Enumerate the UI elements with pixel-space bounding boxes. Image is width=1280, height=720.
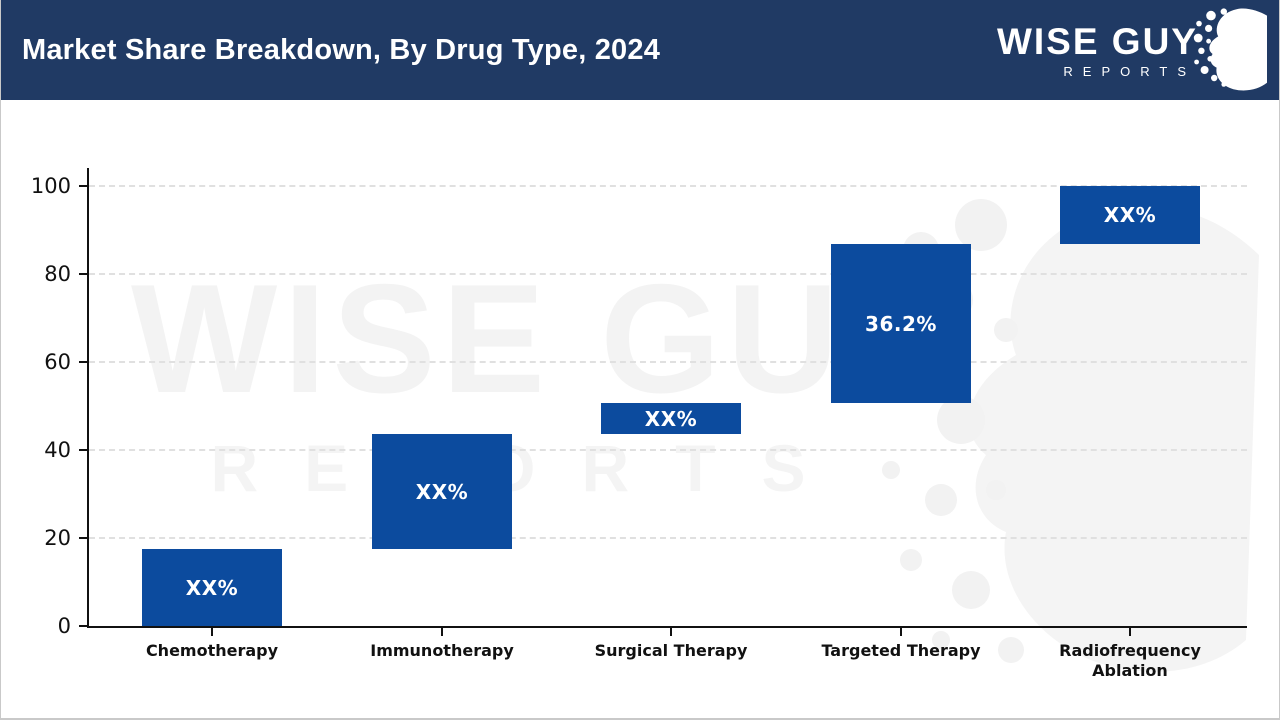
y-axis-label-0: 0 [57, 614, 71, 638]
gridline-40 [89, 449, 1247, 451]
y-axis-label-100: 100 [30, 174, 71, 198]
x-axis-tick-2 [670, 628, 672, 636]
y-axis-tick-80 [79, 273, 87, 275]
y-axis-label-80: 80 [44, 262, 71, 286]
bar-chemotherapy: XX% [142, 549, 282, 626]
brand-name: WISE GUY [996, 20, 1198, 62]
gridline-80 [89, 273, 1247, 275]
bar-value-label: XX% [644, 406, 698, 431]
bar-value-label: XX% [415, 479, 469, 504]
x-axis-label-4: Radiofrequency Ablation [1059, 641, 1201, 680]
y-axis-label-20: 20 [44, 526, 71, 550]
x-axis-tick-3 [900, 628, 902, 636]
x-axis-tick-0 [211, 628, 213, 636]
gridline-100 [89, 185, 1247, 187]
brand-logo: WISE GUY REPORTS [997, 6, 1270, 94]
bar-value-label: XX% [1103, 203, 1157, 228]
y-axis-tick-60 [79, 361, 87, 363]
bar-value-label: XX% [185, 575, 239, 600]
y-axis-line [87, 168, 89, 628]
x-axis-label-1: Immunotherapy [370, 641, 514, 660]
x-axis-label-3: Targeted Therapy [821, 641, 981, 660]
gridline-20 [89, 537, 1247, 539]
x-axis-line [87, 626, 1247, 628]
bar-value-label: 36.2% [865, 311, 937, 336]
chart-title: Market Share Breakdown, By Drug Type, 20… [22, 33, 661, 66]
bar-surgical-therapy: XX% [601, 403, 741, 435]
bar-targeted-therapy: 36.2% [831, 244, 971, 404]
bar-immunotherapy: XX% [372, 434, 512, 550]
brand-subtitle: REPORTS [1063, 63, 1196, 79]
header-bar: Market Share Breakdown, By Drug Type, 20… [1, 0, 1279, 100]
x-axis-label-0: Chemotherapy [145, 641, 279, 660]
brand-face-icon [1193, 8, 1267, 91]
y-axis-tick-20 [79, 537, 87, 539]
y-axis-tick-40 [79, 449, 87, 451]
y-axis-label-40: 40 [44, 438, 71, 462]
y-axis-label-60: 60 [44, 350, 71, 374]
bar-radiofrequency-ablation: XX% [1060, 186, 1200, 245]
x-axis-tick-1 [441, 628, 443, 636]
gridline-60 [89, 361, 1247, 363]
y-axis-tick-0 [79, 625, 87, 627]
y-axis-tick-100 [79, 185, 87, 187]
brand-text: WISE GUY REPORTS [996, 20, 1198, 79]
x-axis-label-2: Surgical Therapy [594, 641, 748, 660]
x-axis-tick-4 [1129, 628, 1131, 636]
